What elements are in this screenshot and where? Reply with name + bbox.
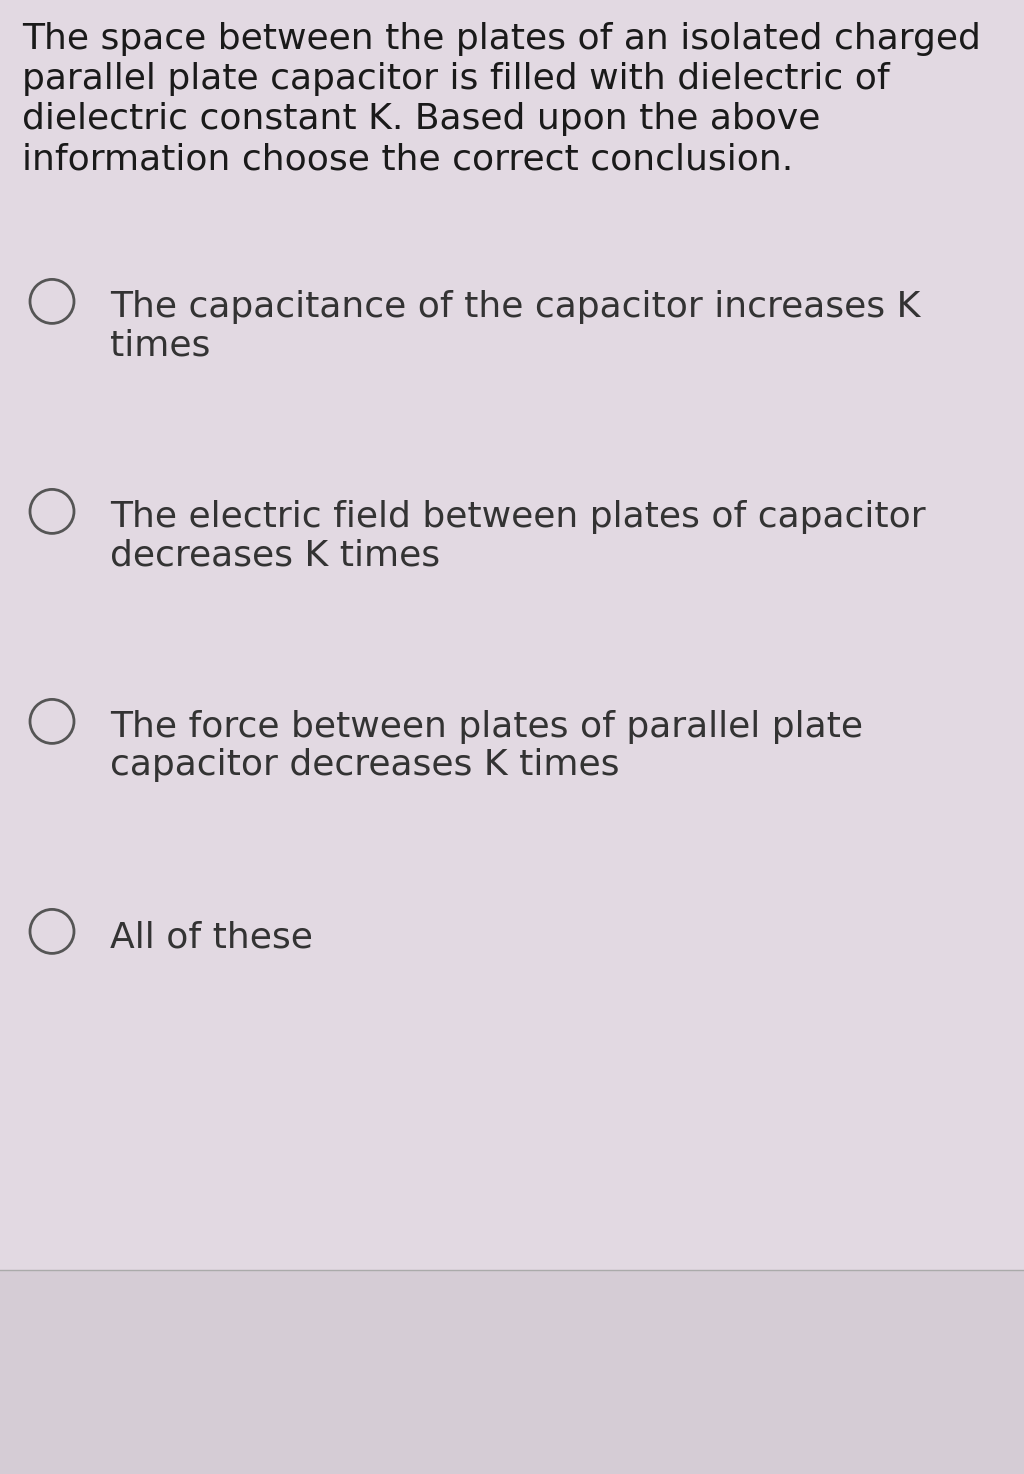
Text: The force between plates of parallel plate: The force between plates of parallel pla… (110, 710, 863, 744)
Text: All of these: All of these (110, 920, 313, 954)
Text: The capacitance of the capacitor increases K: The capacitance of the capacitor increas… (110, 290, 921, 324)
Bar (0, 1271, 1024, 1474)
Text: The electric field between plates of capacitor: The electric field between plates of cap… (110, 500, 926, 534)
Bar (0, 0, 1024, 1271)
Text: dielectric constant K. Based upon the above: dielectric constant K. Based upon the ab… (22, 102, 820, 136)
Text: information choose the correct conclusion.: information choose the correct conclusio… (22, 142, 794, 175)
Text: parallel plate capacitor is filled with dielectric of: parallel plate capacitor is filled with … (22, 62, 890, 96)
Text: The space between the plates of an isolated charged: The space between the plates of an isola… (22, 22, 981, 56)
Text: capacitor decreases K times: capacitor decreases K times (110, 747, 620, 783)
Text: decreases K times: decreases K times (110, 538, 440, 572)
Text: times: times (110, 329, 210, 363)
